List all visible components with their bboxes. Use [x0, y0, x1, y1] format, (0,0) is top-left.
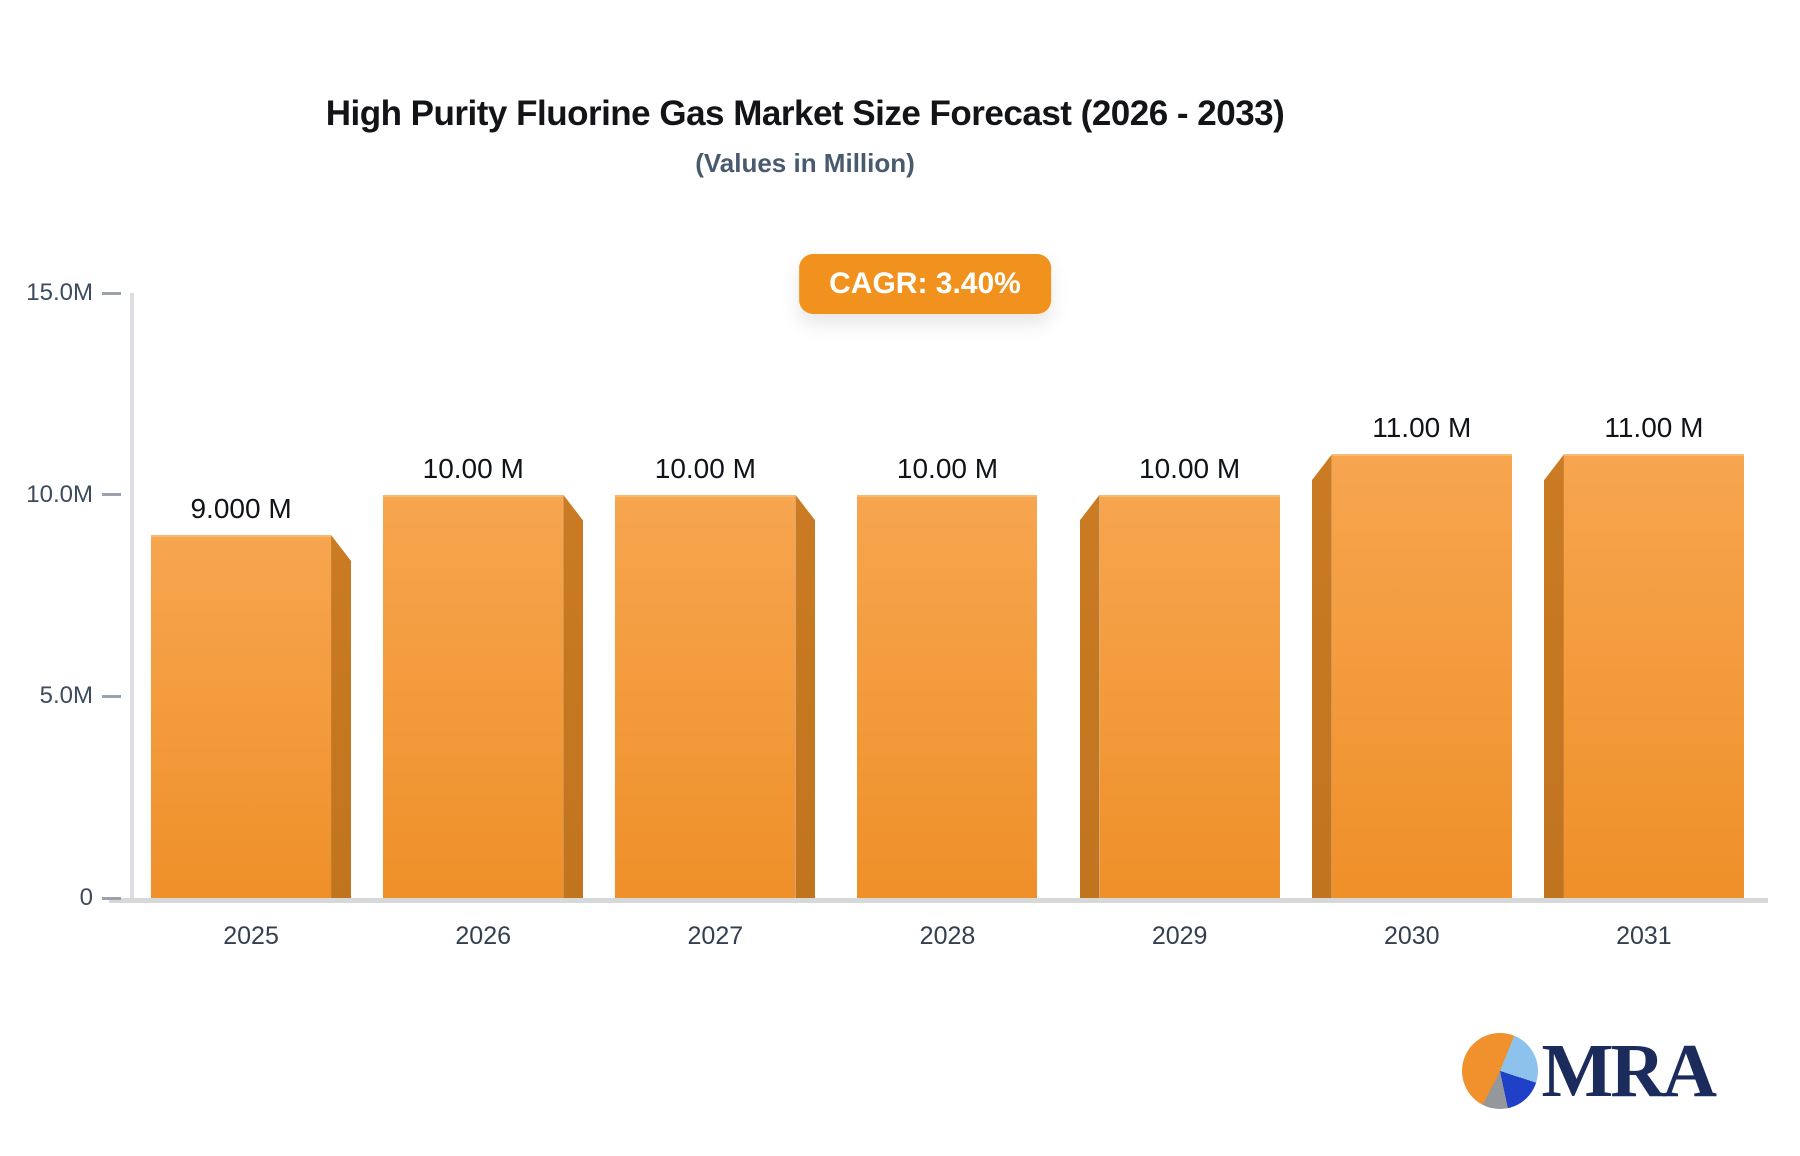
x-axis-label-2027: 2027 — [687, 922, 744, 950]
y-tick-label: 0 — [79, 884, 93, 911]
x-axis-label-2031: 2031 — [1616, 922, 1672, 950]
bar-face-2026: 10.00 M — [383, 453, 564, 898]
bar-2030: 11.00 M — [1311, 412, 1512, 898]
bar-value-label-2030: 11.00 M — [1372, 412, 1472, 444]
bar-face-2028: 10.00 M — [857, 453, 1038, 898]
bar-2029: 10.00 M — [1079, 453, 1280, 898]
bar-face-2029: 10.00 M — [1099, 453, 1280, 898]
bar-value-label-2026: 10.00 M — [422, 452, 524, 484]
bar-slot-2026: 10.00 M — [367, 453, 599, 898]
bar-slot-2029: 10.00 M — [1064, 453, 1296, 898]
x-axis-label-2030: 2030 — [1383, 922, 1440, 950]
bar-slot-2027: 10.00 M — [599, 453, 831, 898]
bar-slot-2028: 10.00 M — [831, 453, 1063, 898]
y-tick-mark — [102, 896, 121, 900]
x-axis-label-2029: 2029 — [1151, 922, 1208, 950]
bar-2027: 10.00 M — [615, 453, 816, 898]
bar-3d-edge — [795, 494, 816, 898]
bar-2026: 10.00 M — [383, 453, 584, 898]
bar-chart-plot-area: 15.0M 10.0M 5.0M 0 9.000 M 10.00 M 10.00 M 10.… — [26, 279, 1768, 911]
y-axis-line — [130, 293, 134, 900]
bar-face-2031: 11.00 M — [1563, 412, 1744, 898]
bar-3d-edge — [563, 494, 584, 898]
chart-title: High Purity Fluorine Gas Market Size For… — [325, 94, 1285, 133]
y-tick-mark — [102, 291, 121, 295]
bar-face-2027: 10.00 M — [615, 453, 796, 898]
logo-text: MRA — [1541, 1029, 1717, 1113]
bar-2025: 9.000 M — [151, 493, 352, 898]
bar-face-2025: 9.000 M — [151, 493, 332, 898]
bar-value-label-2031: 11.00 M — [1604, 412, 1704, 444]
x-axis-label-2026: 2026 — [455, 922, 512, 950]
bar-value-label-2028: 10.00 M — [896, 452, 999, 484]
cagr-badge: CAGR: 3.40% — [799, 254, 1051, 314]
bars-container: 9.000 M 10.00 M 10.00 M 10.00 M 10.00 M 11.00… — [135, 293, 1760, 898]
y-tick-label: 15.0M — [26, 279, 93, 306]
x-axis-label-2025: 2025 — [223, 922, 279, 950]
bar-value-label-2029: 10.00 M — [1139, 452, 1241, 484]
x-axis-labels: 2025 2026 2027 2028 2029 2030 2031 — [135, 922, 1760, 951]
x-axis-label-2028: 2028 — [919, 922, 976, 950]
x-axis-line — [109, 898, 1768, 903]
bar-slot-2031: 11.00 M — [1528, 412, 1760, 898]
bar-value-label-2025: 9.000 M — [190, 493, 292, 524]
y-tick-mark — [102, 493, 121, 497]
bar-3d-edge — [1543, 454, 1564, 898]
bar-3d-edge — [331, 535, 352, 898]
bar-3d-edge — [1311, 454, 1332, 898]
bar-slot-2030: 11.00 M — [1296, 412, 1528, 898]
bar-2028: 10.00 M — [857, 453, 1038, 898]
bar-2031: 11.00 M — [1543, 412, 1744, 898]
y-tick-label: 5.0M — [39, 682, 93, 710]
y-tick-label: 10.0M — [26, 480, 93, 508]
bar-face-2030: 11.00 M — [1331, 412, 1512, 898]
pie-chart-logo-icon — [1462, 1033, 1539, 1109]
bar-slot-2025: 9.000 M — [135, 493, 367, 898]
bar-3d-edge — [1079, 494, 1100, 898]
mra-logo: MRA — [1462, 1029, 1717, 1113]
chart-subtitle: (Values in Million) — [695, 148, 915, 178]
bar-value-label-2027: 10.00 M — [654, 452, 756, 484]
y-tick-mark — [102, 694, 121, 698]
